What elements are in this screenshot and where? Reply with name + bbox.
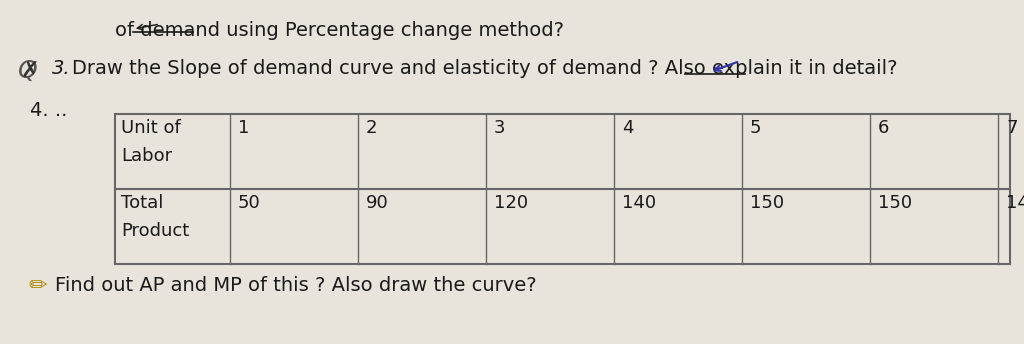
Text: 50: 50: [238, 194, 261, 212]
Text: 4. ..: 4. ..: [30, 101, 68, 120]
Text: 120: 120: [494, 194, 528, 212]
Text: 1: 1: [238, 119, 250, 137]
Text: 3.: 3.: [52, 59, 71, 78]
Text: ✗: ✗: [20, 61, 39, 81]
Text: of demand using Percentage change method?: of demand using Percentage change method…: [115, 21, 564, 40]
Text: 4: 4: [622, 119, 634, 137]
Text: 7: 7: [1006, 119, 1018, 137]
Text: Unit of: Unit of: [121, 119, 181, 137]
Text: Total: Total: [121, 194, 164, 212]
Text: ✏: ✏: [28, 276, 47, 296]
Bar: [115, 114, 1010, 264]
Text: 3: 3: [494, 119, 506, 137]
Text: Find out AP and MP of this ? Also draw the curve?: Find out AP and MP of this ? Also draw t…: [55, 276, 537, 295]
Text: 5: 5: [750, 119, 762, 137]
Text: Labor: Labor: [121, 147, 172, 165]
Text: Product: Product: [121, 222, 189, 240]
Text: 6: 6: [878, 119, 890, 137]
Text: 150: 150: [750, 194, 784, 212]
Text: 150: 150: [878, 194, 912, 212]
Text: Draw the Slope of demand curve and elasticity of demand ? Also explain it in det: Draw the Slope of demand curve and elast…: [72, 59, 897, 78]
Text: Q: Q: [18, 59, 38, 83]
Text: 90: 90: [366, 194, 389, 212]
Text: 2: 2: [366, 119, 378, 137]
Text: 140: 140: [622, 194, 656, 212]
Text: 147: 147: [1006, 194, 1024, 212]
